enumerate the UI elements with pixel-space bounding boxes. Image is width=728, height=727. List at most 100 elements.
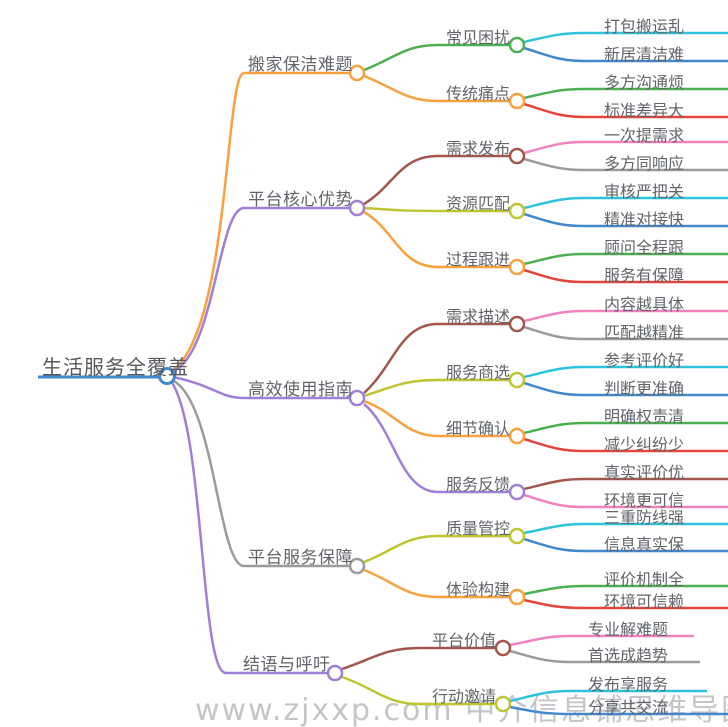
edge-demand-publishing: [363, 154, 510, 206]
node-circle-efficient-usage-guide[interactable]: [348, 389, 366, 407]
subnode-label-platform-value[interactable]: 平台价值: [431, 631, 496, 650]
edge-quality-control: [363, 534, 510, 564]
edge-specific-content: [523, 309, 728, 323]
leaf-label-genuine-reviews[interactable]: 真实评价优: [604, 463, 685, 482]
leaf-label-standard-differences[interactable]: 标准差异大: [604, 101, 685, 120]
root-node-label[interactable]: 生活服务全覆盖: [42, 355, 189, 379]
leaf-label-multi-response[interactable]: 多方同响应: [604, 154, 685, 173]
subnode-label-service-feedback[interactable]: 服务反馈: [445, 475, 510, 494]
edge-provider-selection: [363, 378, 510, 398]
edge-trustworthy-environment: [523, 493, 728, 509]
leaf-label-packing-chaos[interactable]: 打包搬运乱: [604, 17, 685, 36]
node-circle-platform-core-advantages[interactable]: [348, 199, 366, 217]
leaf-label-service-guarantee[interactable]: 服务有保障: [604, 266, 685, 285]
edge-trustworthy-env: [523, 598, 728, 610]
subnode-label-provider-selection[interactable]: 服务商选: [445, 363, 510, 382]
edge-strict-review: [523, 196, 728, 210]
edge-new-home-cleaning-hard: [523, 46, 728, 63]
edge-reference-reviews: [523, 365, 728, 379]
edge-publish-enjoy-service: [509, 689, 707, 703]
edge-packing-chaos: [523, 31, 728, 44]
leaf-label-multi-party-communication[interactable]: 多方沟通烦: [604, 73, 685, 92]
leaf-label-triple-defense[interactable]: 三重防线强: [604, 508, 685, 527]
leaf-label-first-choice-trend[interactable]: 首选成趋势: [588, 646, 669, 665]
node-circle-conclusion-appeal[interactable]: [326, 664, 344, 682]
leaf-label-review-mechanism[interactable]: 评价机制全: [604, 570, 685, 589]
leaf-label-fewer-disputes[interactable]: 减少纠纷少: [604, 435, 685, 454]
leaf-label-one-time-request[interactable]: 一次提需求: [604, 126, 685, 145]
node-circle-demand-publishing[interactable]: [508, 147, 526, 165]
node-circle-traditional-pain-points[interactable]: [508, 92, 526, 110]
subnode-label-common-troubles[interactable]: 常见困扰: [445, 28, 510, 47]
edge-multi-party-communication: [523, 87, 728, 100]
branch-label-platform-service-guarantee[interactable]: 平台服务保障: [248, 548, 353, 568]
edge-genuine-reviews: [523, 477, 728, 491]
edge-info-authenticity: [523, 537, 728, 553]
leaf-label-precise-matching[interactable]: 精准对接快: [604, 210, 685, 229]
branch-label-platform-core-advantages[interactable]: 平台核心优势: [248, 190, 353, 210]
subnode-label-resource-matching[interactable]: 资源匹配: [445, 194, 510, 213]
branch-label-conclusion-appeal[interactable]: 结语与呼吁: [243, 655, 331, 675]
edge-precise-matching: [523, 212, 728, 228]
leaf-label-specific-content[interactable]: 内容越具体: [604, 295, 685, 314]
leaf-label-trustworthy-environment[interactable]: 环境更可信: [604, 491, 685, 510]
subnode-label-process-follow-up[interactable]: 过程跟进: [445, 250, 510, 269]
subnode-label-action-invitation[interactable]: 行动邀请: [431, 687, 496, 706]
leaf-label-professional-solutions[interactable]: 专业解难题: [588, 620, 669, 639]
branch-label-efficient-usage-guide[interactable]: 高效使用指南: [248, 380, 353, 400]
leaf-label-advisor-follow[interactable]: 顾问全程跟: [604, 238, 685, 257]
leaf-label-publish-enjoy-service[interactable]: 发布享服务: [588, 675, 669, 694]
node-circle-quality-control[interactable]: [508, 527, 526, 545]
edge-experience-building: [363, 568, 510, 599]
node-circle-demand-description[interactable]: [508, 315, 526, 333]
leaf-label-reference-reviews[interactable]: 参考评价好: [604, 351, 685, 370]
leaf-label-clear-responsibilities[interactable]: 明确权责清: [604, 407, 685, 426]
subnode-label-quality-control[interactable]: 质量管控: [445, 519, 510, 538]
edge-service-feedback: [363, 403, 510, 494]
edge-detail-confirmation: [363, 399, 510, 438]
edge-accurate-judgment: [523, 381, 728, 397]
subnode-label-traditional-pain-points[interactable]: 传统痛点: [445, 84, 510, 103]
subnode-label-demand-publishing[interactable]: 需求发布: [445, 139, 510, 158]
edge-action-invitation: [341, 675, 496, 706]
subnode-label-demand-description[interactable]: 需求描述: [445, 307, 510, 326]
edge-process-follow-up: [363, 210, 510, 269]
edge-efficient-usage-guide: [172, 375, 357, 400]
edge-clear-responsibilities: [523, 421, 728, 435]
node-circle-platform-service-guarantee[interactable]: [348, 557, 366, 575]
edge-common-troubles: [363, 43, 510, 72]
edge-advisor-follow: [523, 252, 728, 266]
branch-label-moving-cleaning-problems[interactable]: 搬家保洁难题: [248, 55, 353, 75]
node-circle-provider-selection[interactable]: [508, 371, 526, 389]
node-circle-moving-cleaning-problems[interactable]: [348, 64, 366, 82]
edge-precise-match: [523, 325, 728, 341]
subnode-label-experience-building[interactable]: 体验构建: [445, 580, 510, 599]
edge-service-guarantee: [523, 268, 728, 284]
leaf-label-info-authenticity[interactable]: 信息真实保: [604, 535, 685, 554]
leaf-label-accurate-judgment[interactable]: 判断更准确: [604, 379, 685, 398]
node-circle-common-troubles[interactable]: [508, 36, 526, 54]
subnode-label-detail-confirmation[interactable]: 细节确认: [445, 419, 510, 438]
leaf-label-new-home-cleaning-hard[interactable]: 新居清洁难: [604, 45, 685, 64]
edge-standard-differences: [523, 102, 728, 119]
edge-resource-matching: [363, 206, 510, 213]
edge-platform-core-advantages: [171, 206, 357, 374]
node-circle-platform-value[interactable]: [494, 639, 512, 657]
edge-triple-defense: [523, 522, 728, 535]
node-circle-service-feedback[interactable]: [508, 483, 526, 501]
node-circle-action-invitation[interactable]: [494, 695, 512, 713]
leaf-label-precise-match[interactable]: 匹配越精准: [604, 323, 685, 342]
node-circle-root[interactable]: [158, 367, 176, 385]
node-circle-process-follow-up[interactable]: [508, 258, 526, 276]
watermark: www.zjxxp.com 中介信息铺思维导图: [195, 693, 728, 727]
node-circle-experience-building[interactable]: [508, 588, 526, 606]
node-circle-detail-confirmation[interactable]: [508, 427, 526, 445]
leaf-label-strict-review[interactable]: 审核严把关: [604, 182, 685, 201]
leaf-label-share-exchange[interactable]: 分享共交流: [588, 698, 669, 717]
node-circle-resource-matching[interactable]: [508, 202, 526, 220]
leaf-label-trustworthy-env[interactable]: 环境可信赖: [604, 592, 685, 611]
edge-one-time-request: [523, 140, 728, 155]
edge-traditional-pain-points: [363, 74, 510, 103]
